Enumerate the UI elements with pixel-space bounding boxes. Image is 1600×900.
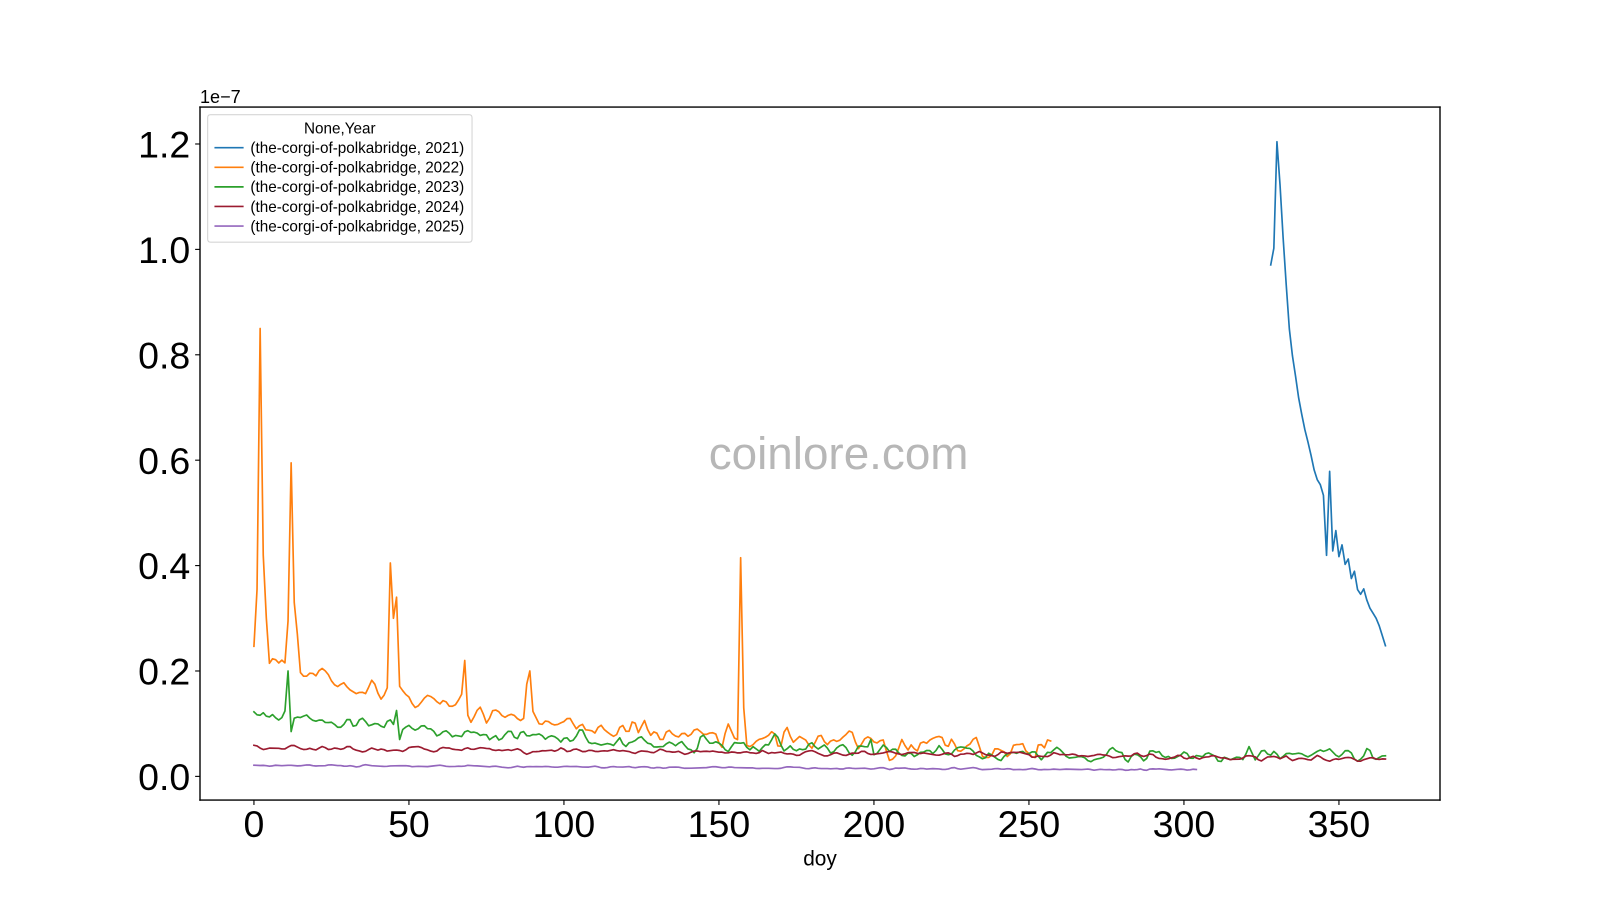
svg-text:0.0: 0.0: [138, 756, 190, 798]
svg-text:(the-corgi-of-polkabridge, 202: (the-corgi-of-polkabridge, 2022): [250, 160, 464, 177]
svg-text:0.4: 0.4: [138, 545, 190, 587]
svg-text:1e−7: 1e−7: [200, 87, 241, 107]
svg-text:None,Year: None,Year: [304, 120, 376, 137]
svg-text:(the-corgi-of-polkabridge, 202: (the-corgi-of-polkabridge, 2023): [250, 179, 464, 196]
svg-text:0.2: 0.2: [138, 651, 190, 693]
svg-text:1.0: 1.0: [138, 229, 190, 271]
svg-text:100: 100: [533, 803, 596, 845]
svg-text:1.2: 1.2: [138, 124, 190, 166]
svg-text:(the-corgi-of-polkabridge, 202: (the-corgi-of-polkabridge, 2021): [250, 140, 464, 157]
svg-text:coinlore.com: coinlore.com: [709, 428, 969, 479]
svg-text:150: 150: [688, 803, 751, 845]
svg-text:0.8: 0.8: [138, 334, 190, 376]
svg-text:250: 250: [998, 803, 1061, 845]
svg-text:350: 350: [1308, 803, 1371, 845]
svg-text:0: 0: [244, 803, 265, 845]
svg-text:200: 200: [843, 803, 906, 845]
svg-text:doy: doy: [803, 847, 837, 870]
svg-text:0.6: 0.6: [138, 440, 190, 482]
svg-text:300: 300: [1153, 803, 1216, 845]
svg-text:(the-corgi-of-polkabridge, 202: (the-corgi-of-polkabridge, 2025): [250, 218, 464, 235]
svg-text:50: 50: [388, 803, 430, 845]
svg-text:(the-corgi-of-polkabridge, 202: (the-corgi-of-polkabridge, 2024): [250, 199, 464, 216]
